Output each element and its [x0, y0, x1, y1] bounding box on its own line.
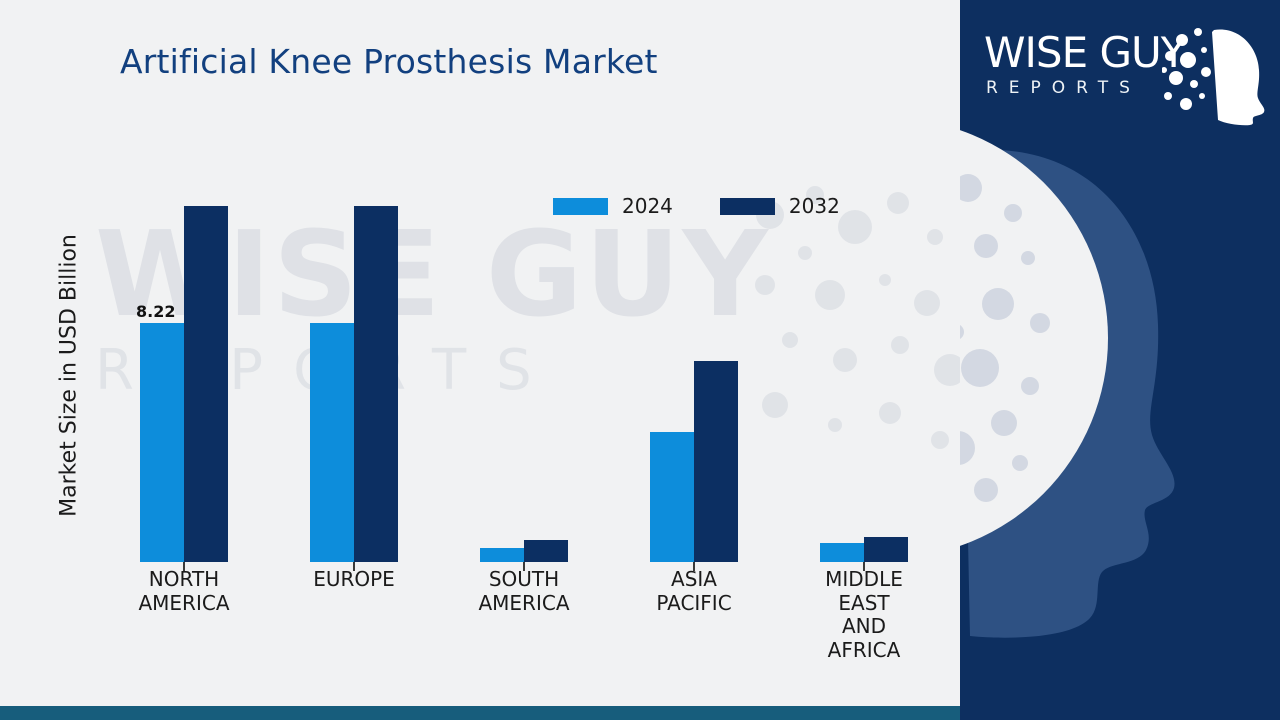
legend-swatch-2024	[553, 197, 608, 215]
legend-label-2024: 2024	[622, 194, 673, 218]
y-axis-title: Market Size in USD Billion	[56, 234, 82, 517]
bar-2032[interactable]	[864, 536, 908, 562]
bar-2032[interactable]	[184, 205, 228, 562]
bar-2024[interactable]	[310, 323, 354, 562]
x-axis-label: MIDDLE EAST AND AFRICA	[769, 567, 959, 662]
x-axis-label: SOUTH AMERICA	[429, 567, 619, 615]
chart-panel: WISE GUY REPORTS Artificial Knee Prosthe…	[0, 42, 960, 720]
plot-area: NORTH AMERICA EUROPE SOUTH AMERICA ASIA PACIFI…	[110, 170, 930, 661]
x-axis-label-line: ASIA	[671, 567, 717, 591]
bar-group	[474, 170, 574, 571]
bottom-accent-strip	[0, 706, 960, 720]
circle-dot-pattern-icon	[960, 174, 1050, 502]
x-axis-label-line: AFRICA	[827, 637, 901, 662]
bar-2024[interactable]	[480, 548, 524, 562]
x-axis-label-line: AMERICA	[138, 590, 230, 615]
x-axis-label-line: SOUTH	[488, 567, 560, 591]
legend-swatch-2032	[719, 197, 775, 215]
legend-label-2032: 2032	[788, 194, 840, 218]
x-axis-label-line: EAST	[838, 590, 890, 615]
axis-tick	[693, 562, 695, 571]
x-axis-label-line: PACIFIC	[656, 590, 732, 615]
logo-wordmark-secondary: REPORTS	[986, 78, 1141, 98]
bar-2032[interactable]	[354, 205, 398, 562]
bar-2032[interactable]	[524, 540, 568, 562]
bar-value-label: 8.22	[136, 302, 176, 322]
bar-group	[814, 170, 914, 571]
legend-item-2024[interactable]: 2024	[553, 194, 673, 218]
bar-2032[interactable]	[694, 361, 738, 562]
logo-head-icon	[1162, 28, 1265, 126]
axis-tick	[183, 562, 185, 571]
bar-group	[644, 170, 744, 571]
logo-wordmark-primary: WISE GUY	[984, 28, 1186, 77]
axis-tick	[523, 562, 525, 571]
bar-2024[interactable]	[820, 542, 864, 562]
x-axis-label: EUROPE	[259, 567, 449, 592]
bar-2024[interactable]	[140, 323, 184, 562]
brand-panel: WISE GUY REPORTS	[960, 0, 1280, 720]
x-axis-label: ASIA PACIFIC	[599, 567, 789, 615]
x-axis-label-line: MIDDLE	[825, 567, 903, 591]
x-axis-label: NORTH AMERICA	[89, 567, 279, 615]
page-title: Artificial Knee Prosthesis Market	[120, 42, 658, 81]
x-axis-label-line: AMERICA	[478, 590, 570, 615]
bar-group	[134, 170, 234, 571]
x-axis-label-line: AND	[841, 614, 887, 639]
bar-2024[interactable]	[650, 431, 694, 562]
brand-logo[interactable]: WISE GUY REPORTS	[978, 26, 1268, 126]
bar-group	[304, 170, 404, 571]
legend-item-2032[interactable]: 2032	[719, 194, 840, 218]
axis-tick	[863, 562, 865, 571]
x-axis-label-line: NORTH	[148, 567, 220, 591]
chart-legend: 2024 2032	[553, 194, 887, 218]
axis-tick	[353, 562, 355, 571]
x-axis-label-line: EUROPE	[313, 567, 395, 591]
